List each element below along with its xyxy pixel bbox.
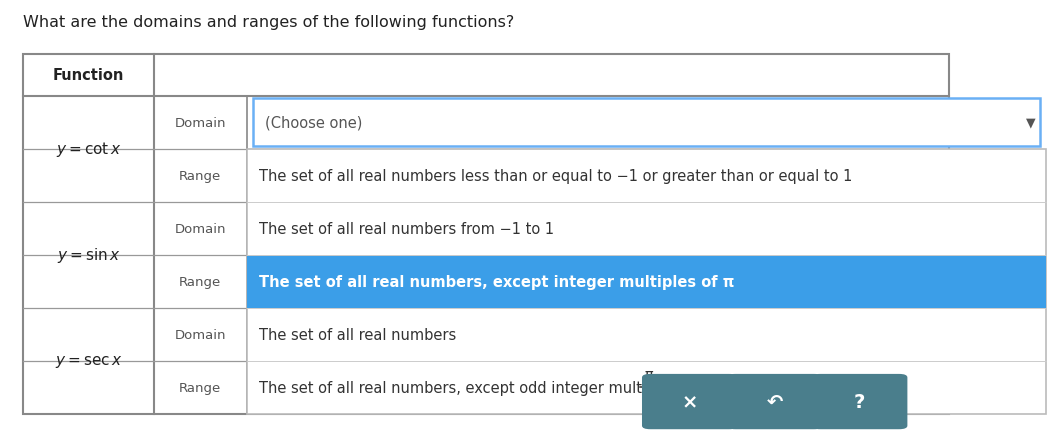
- Text: Domain: Domain: [174, 328, 227, 341]
- FancyBboxPatch shape: [642, 374, 737, 429]
- Text: $y = \sec x$: $y = \sec x$: [55, 353, 123, 369]
- Text: ↶: ↶: [767, 392, 783, 411]
- Text: ?: ?: [854, 392, 865, 411]
- Text: ×: ×: [682, 392, 698, 411]
- Text: Domain: Domain: [174, 222, 227, 235]
- Text: Function: Function: [52, 68, 125, 83]
- FancyBboxPatch shape: [253, 99, 1040, 147]
- Text: ▼: ▼: [1026, 117, 1036, 129]
- Text: The set of all real numbers, except odd integer multiples of: The set of all real numbers, except odd …: [259, 380, 700, 395]
- Text: 2: 2: [646, 393, 656, 408]
- Text: Domain: Domain: [174, 117, 227, 129]
- Text: (Choose one): (Choose one): [265, 115, 363, 131]
- FancyBboxPatch shape: [247, 149, 1046, 414]
- FancyBboxPatch shape: [727, 374, 822, 429]
- Text: $y = \cot x$: $y = \cot x$: [56, 140, 122, 159]
- FancyBboxPatch shape: [23, 55, 949, 414]
- Text: The set of all real numbers, except integer multiples of π: The set of all real numbers, except inte…: [259, 274, 734, 289]
- Text: What are the domains and ranges of the following functions?: What are the domains and ranges of the f…: [23, 15, 514, 30]
- Text: Range: Range: [179, 381, 221, 394]
- Text: π: π: [644, 367, 652, 382]
- Text: Range: Range: [179, 169, 221, 182]
- Text: Range: Range: [179, 275, 221, 288]
- FancyBboxPatch shape: [253, 364, 943, 411]
- FancyBboxPatch shape: [812, 374, 907, 429]
- Text: $y = \sin x$: $y = \sin x$: [57, 246, 121, 265]
- Text: The set of all real numbers from −1 to 1: The set of all real numbers from −1 to 1: [259, 221, 554, 236]
- FancyBboxPatch shape: [247, 255, 1046, 308]
- Text: (Choose one): (Choose one): [265, 380, 363, 395]
- Text: The set of all real numbers less than or equal to −1 or greater than or equal to: The set of all real numbers less than or…: [259, 168, 853, 183]
- Text: The set of all real numbers: The set of all real numbers: [259, 327, 456, 342]
- Text: ▼: ▼: [932, 381, 942, 394]
